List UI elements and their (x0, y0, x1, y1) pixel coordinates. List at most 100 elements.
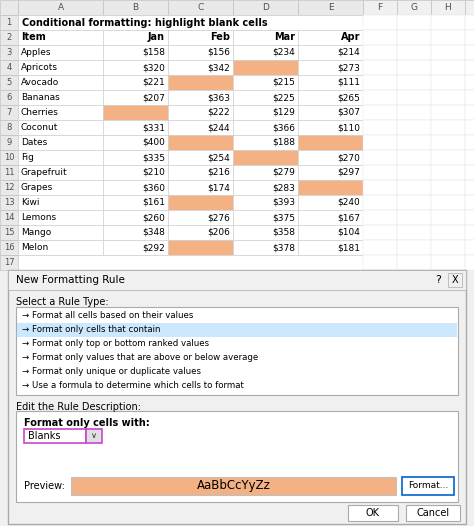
Text: $363: $363 (207, 93, 230, 102)
Text: $276: $276 (207, 213, 230, 222)
Bar (431, 195, 465, 210)
Bar (402, 477, 454, 495)
Bar (397, 75, 431, 90)
Text: Blanks: Blanks (28, 431, 61, 441)
Text: $222: $222 (207, 108, 230, 117)
Text: $174: $174 (207, 183, 230, 192)
Text: G: G (410, 3, 418, 12)
Bar (431, 90, 465, 105)
Text: → Format only top or bottom ranked values: → Format only top or bottom ranked value… (22, 339, 209, 349)
Text: $273: $273 (337, 63, 360, 72)
Bar (233, 180, 298, 195)
Bar (0, 75, 18, 90)
Text: Format...: Format... (408, 481, 448, 491)
Text: → Format only cells that contain: → Format only cells that contain (22, 326, 161, 335)
Bar (397, 15, 431, 30)
Bar (168, 30, 233, 45)
Bar (431, 210, 465, 225)
Bar (168, 195, 233, 210)
Bar (168, 150, 233, 165)
Bar (298, 60, 363, 75)
Bar (103, 120, 168, 135)
Bar (168, 210, 233, 225)
Text: $244: $244 (207, 123, 230, 132)
Bar (103, 240, 168, 255)
Bar (0, 120, 18, 135)
Bar (465, 90, 474, 105)
Text: 13: 13 (4, 198, 14, 207)
Bar (233, 90, 298, 105)
Bar (233, 75, 298, 90)
Bar (168, 90, 233, 105)
Bar (0, 90, 18, 105)
Text: $254: $254 (207, 153, 230, 162)
Text: $265: $265 (337, 93, 360, 102)
Bar (18, 210, 103, 225)
Bar (363, 120, 397, 135)
Bar (397, 0, 431, 15)
Bar (233, 60, 298, 75)
Text: $111: $111 (337, 78, 360, 87)
Bar (233, 240, 298, 255)
Text: A: A (57, 3, 64, 12)
Text: X: X (452, 275, 458, 285)
Bar (24, 429, 86, 443)
Bar (18, 150, 103, 165)
Bar (397, 165, 431, 180)
Bar (431, 105, 465, 120)
Bar (233, 0, 298, 15)
Text: Bananas: Bananas (21, 93, 60, 102)
Bar (298, 30, 363, 45)
Text: D: D (262, 3, 269, 12)
Bar (298, 150, 363, 165)
Bar (363, 15, 397, 30)
Bar (298, 210, 363, 225)
Text: $360: $360 (142, 183, 165, 192)
Text: $210: $210 (142, 168, 165, 177)
Bar (233, 225, 298, 240)
Text: Apr: Apr (340, 33, 360, 43)
Text: Apricots: Apricots (21, 63, 58, 72)
Bar (465, 165, 474, 180)
Text: $283: $283 (272, 183, 295, 192)
Bar (465, 45, 474, 60)
Text: Item: Item (21, 33, 46, 43)
Bar (363, 60, 397, 75)
Bar (8, 270, 466, 290)
Text: 16: 16 (4, 243, 14, 252)
Bar (363, 150, 397, 165)
Text: Avocado: Avocado (21, 78, 59, 87)
Bar (103, 0, 168, 15)
Text: Preview:: Preview: (24, 481, 65, 491)
Text: 2: 2 (6, 33, 12, 42)
Bar (103, 45, 168, 60)
Text: $400: $400 (142, 138, 165, 147)
Text: $366: $366 (272, 123, 295, 132)
Bar (431, 165, 465, 180)
Bar (298, 45, 363, 60)
Bar (233, 45, 298, 60)
Text: Cancel: Cancel (417, 508, 449, 518)
Text: Grapes: Grapes (21, 183, 53, 192)
Bar (18, 135, 103, 150)
Text: → Format only unique or duplicate values: → Format only unique or duplicate values (22, 368, 201, 377)
Text: $110: $110 (337, 123, 360, 132)
Bar (168, 135, 233, 150)
Bar (298, 165, 363, 180)
Text: 1: 1 (6, 18, 12, 27)
Text: B: B (132, 3, 138, 12)
Bar (465, 0, 474, 15)
Bar (0, 30, 18, 45)
Bar (18, 75, 103, 90)
Bar (16, 411, 458, 502)
Bar (0, 0, 18, 15)
Bar (431, 60, 465, 75)
Text: $307: $307 (337, 108, 360, 117)
Bar (18, 180, 103, 195)
Text: Kiwi: Kiwi (21, 198, 39, 207)
Text: H: H (445, 3, 451, 12)
Text: $214: $214 (337, 48, 360, 57)
Bar (465, 195, 474, 210)
Bar (103, 135, 168, 150)
Text: $240: $240 (337, 198, 360, 207)
